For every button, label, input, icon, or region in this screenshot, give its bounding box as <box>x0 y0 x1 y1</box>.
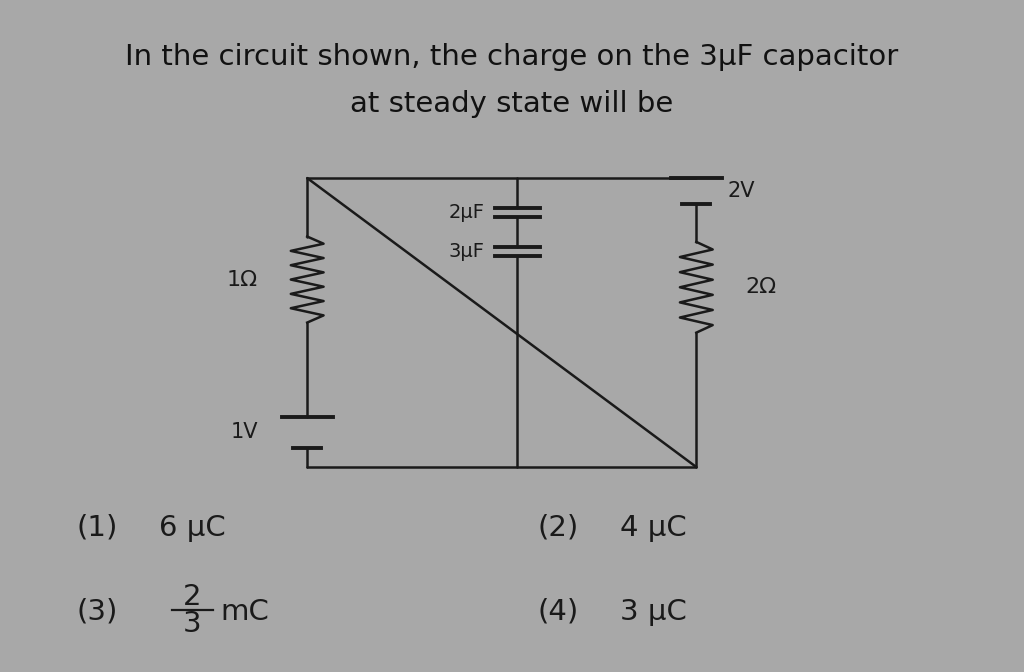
Text: at steady state will be: at steady state will be <box>350 90 674 118</box>
Text: 1V: 1V <box>230 423 258 442</box>
Text: 3: 3 <box>183 610 202 638</box>
Text: 3μF: 3μF <box>449 242 484 261</box>
Text: 2μF: 2μF <box>449 203 484 222</box>
Text: (2): (2) <box>538 513 579 542</box>
Text: 3 μC: 3 μC <box>620 597 686 626</box>
Text: 4 μC: 4 μC <box>620 513 686 542</box>
Text: 1Ω: 1Ω <box>227 269 258 290</box>
Text: (1): (1) <box>77 513 118 542</box>
Text: mC: mC <box>220 597 269 626</box>
Text: (3): (3) <box>77 597 118 626</box>
Text: 2V: 2V <box>727 181 755 201</box>
Text: 6 μC: 6 μC <box>159 513 225 542</box>
Text: (4): (4) <box>538 597 579 626</box>
Text: 2: 2 <box>183 583 202 611</box>
Text: In the circuit shown, the charge on the 3μF capacitor: In the circuit shown, the charge on the … <box>125 43 899 71</box>
Text: 2Ω: 2Ω <box>745 278 776 297</box>
